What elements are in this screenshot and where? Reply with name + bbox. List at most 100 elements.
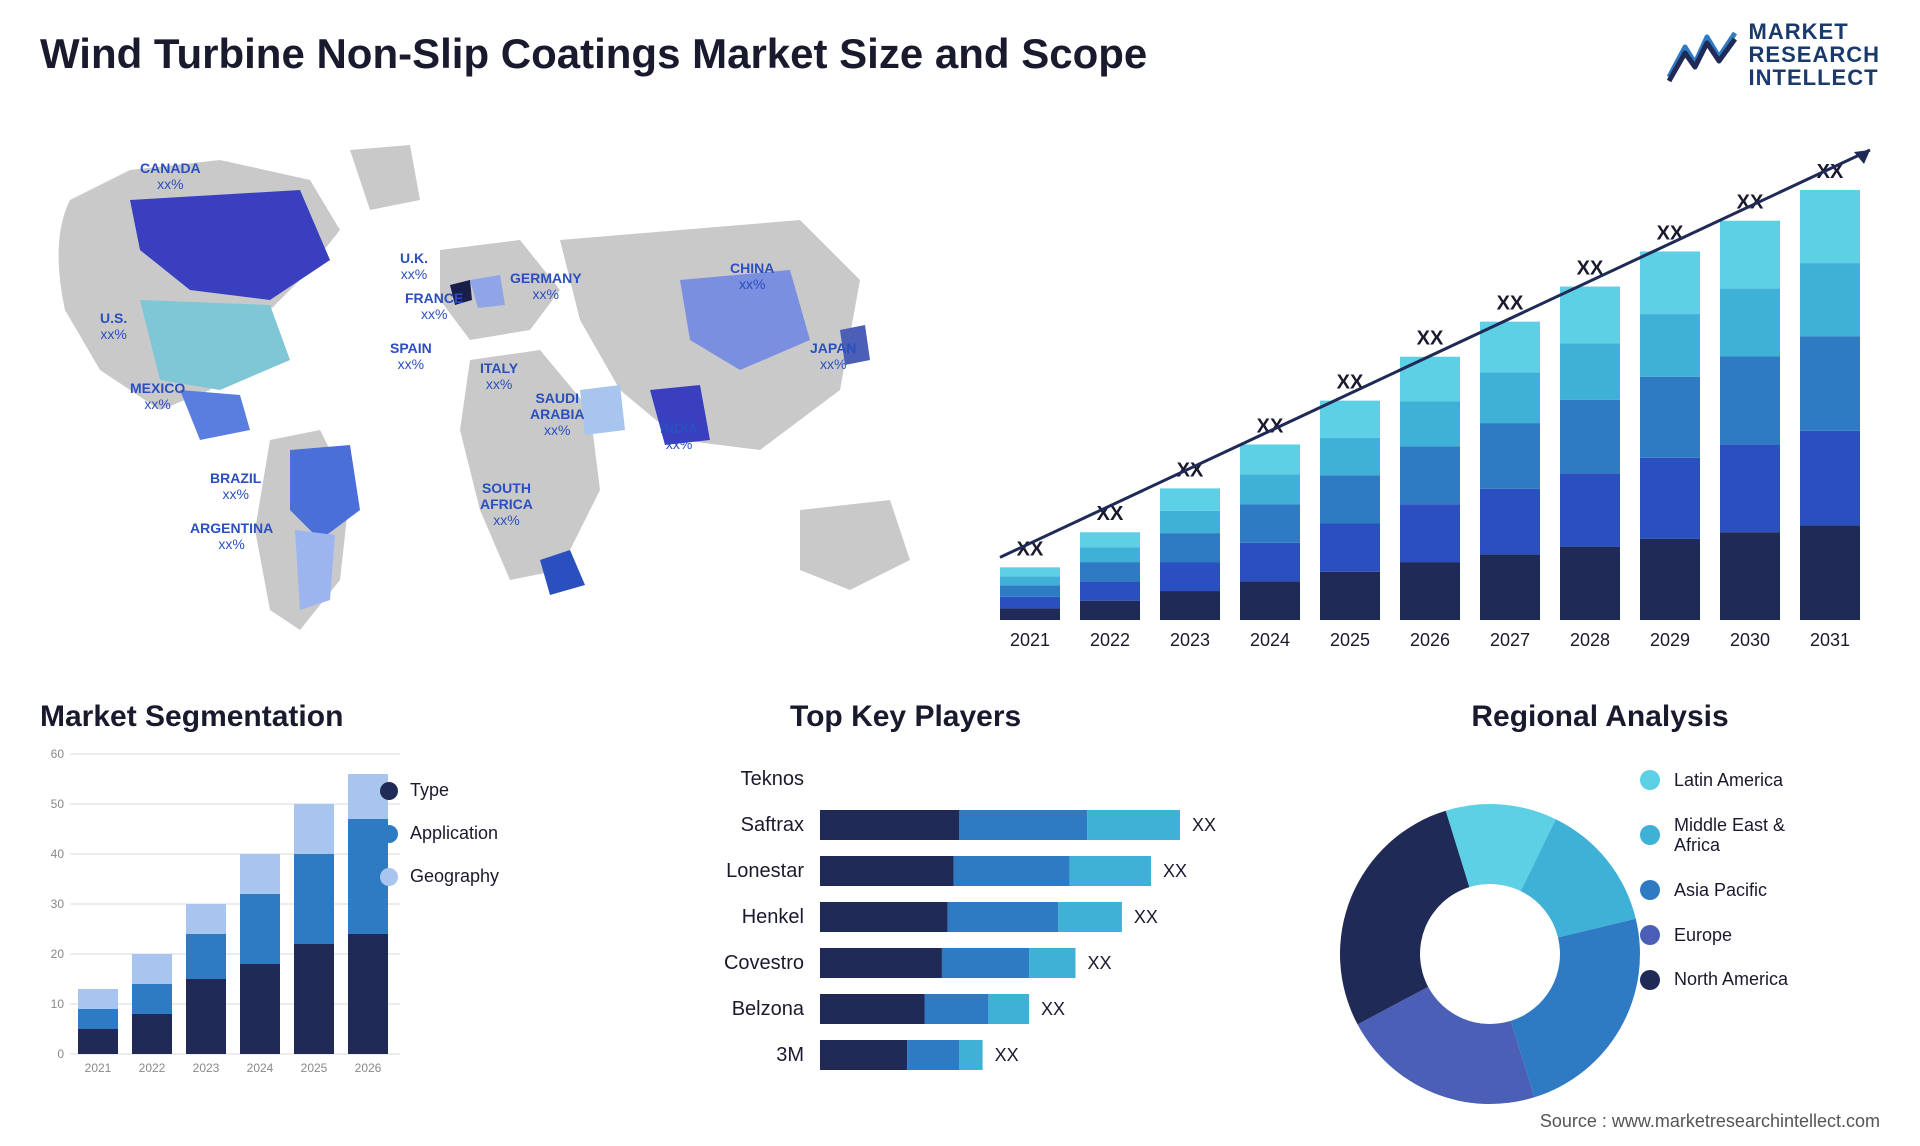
keyplayers-chart: XX XX XX XX XX XX xyxy=(820,756,1270,1096)
svg-text:2023: 2023 xyxy=(1170,630,1210,650)
map-label: JAPANxx% xyxy=(810,340,856,372)
legend-label: Type xyxy=(410,780,449,801)
svg-text:2024: 2024 xyxy=(247,1061,274,1075)
keyplayers-title: Top Key Players xyxy=(790,700,1280,734)
map-label: SAUDIARABIAxx% xyxy=(530,390,584,438)
svg-text:XX: XX xyxy=(1657,222,1684,244)
svg-text:2027: 2027 xyxy=(1490,630,1530,650)
map-label: BRAZILxx% xyxy=(210,470,261,502)
svg-text:2025: 2025 xyxy=(1330,630,1370,650)
legend-label: Latin America xyxy=(1674,770,1783,791)
segmentation-legend-item: Type xyxy=(380,780,580,801)
svg-text:0: 0 xyxy=(57,1047,64,1061)
keyplayer-name: Henkel xyxy=(640,894,810,940)
legend-dot xyxy=(1640,925,1660,945)
legend-label: Geography xyxy=(410,866,499,887)
brand-logo: MARKET RESEARCH INTELLECT xyxy=(1667,20,1880,89)
logo-text-3: INTELLECT xyxy=(1749,66,1880,89)
svg-text:2029: 2029 xyxy=(1650,630,1690,650)
segmentation-legend: Type Application Geography xyxy=(380,780,580,887)
segmentation-legend-item: Geography xyxy=(380,866,580,887)
map-label: U.K.xx% xyxy=(400,250,428,282)
map-label: GERMANYxx% xyxy=(510,270,582,302)
legend-label: Middle East &Africa xyxy=(1674,815,1785,856)
growth-chart: XX2021XX2022XX2023XX2024XX2025XX2026XX20… xyxy=(980,130,1880,660)
regional-legend-item: Europe xyxy=(1640,925,1880,946)
map-label: INDIAxx% xyxy=(660,420,698,452)
keyplayer-name: Covestro xyxy=(640,940,810,986)
regional-legend: Latin America Middle East &Africa Asia Pac… xyxy=(1640,770,1880,990)
svg-text:50: 50 xyxy=(51,797,65,811)
legend-label: Application xyxy=(410,823,498,844)
growth-chart-panel: XX2021XX2022XX2023XX2024XX2025XX2026XX20… xyxy=(980,130,1880,660)
world-map-panel: CANADAxx% U.S.xx% MEXICOxx% BRAZILxx% ARGENT… xyxy=(40,130,940,660)
svg-text:2024: 2024 xyxy=(1250,630,1290,650)
svg-text:40: 40 xyxy=(51,847,65,861)
legend-dot xyxy=(380,868,398,886)
source-label: Source : www.marketresearchintellect.com xyxy=(1540,1111,1880,1132)
legend-dot xyxy=(380,782,398,800)
svg-text:2031: 2031 xyxy=(1810,630,1850,650)
legend-dot xyxy=(1640,825,1660,845)
map-label: SPAINxx% xyxy=(390,340,432,372)
segmentation-legend-item: Application xyxy=(380,823,580,844)
map-label: CANADAxx% xyxy=(140,160,201,192)
logo-text-1: MARKET xyxy=(1749,20,1880,43)
page-title: Wind Turbine Non-Slip Coatings Market Si… xyxy=(40,30,1147,78)
regional-title: Regional Analysis xyxy=(1320,700,1880,734)
svg-text:2021: 2021 xyxy=(1010,630,1050,650)
segmentation-chart: 0 10 20 30 40 50 60 2021 2022 2023 2024 2025 2026 xyxy=(40,744,400,1084)
segmentation-title: Market Segmentation xyxy=(40,700,600,734)
svg-text:10: 10 xyxy=(51,997,65,1011)
svg-text:XX: XX xyxy=(1134,907,1158,927)
svg-text:XX: XX xyxy=(1417,328,1444,350)
legend-label: Asia Pacific xyxy=(1674,880,1767,901)
map-label: CHINAxx% xyxy=(730,260,774,292)
svg-text:60: 60 xyxy=(51,747,65,761)
legend-label: North America xyxy=(1674,969,1788,990)
svg-text:XX: XX xyxy=(1087,953,1111,973)
legend-label: Europe xyxy=(1674,925,1732,946)
svg-text:2025: 2025 xyxy=(301,1061,328,1075)
svg-text:2026: 2026 xyxy=(355,1061,382,1075)
svg-text:20: 20 xyxy=(51,947,65,961)
legend-dot xyxy=(1640,880,1660,900)
map-label: ITALYxx% xyxy=(480,360,518,392)
svg-text:2030: 2030 xyxy=(1730,630,1770,650)
regional-legend-item: Latin America xyxy=(1640,770,1880,791)
regional-donut xyxy=(1320,734,1680,1114)
svg-text:2023: 2023 xyxy=(193,1061,220,1075)
keyplayer-name: Teknos xyxy=(640,756,810,802)
legend-dot xyxy=(380,825,398,843)
logo-text-2: RESEARCH xyxy=(1749,43,1880,66)
map-label: FRANCExx% xyxy=(405,290,463,322)
keyplayers-panel: Top Key Players TeknosSaftraxLonestarHen… xyxy=(640,700,1280,1100)
map-label: SOUTHAFRICAxx% xyxy=(480,480,533,528)
svg-text:XX: XX xyxy=(1163,861,1187,881)
svg-text:XX: XX xyxy=(1041,999,1065,1019)
svg-text:2022: 2022 xyxy=(1090,630,1130,650)
keyplayer-name: Saftrax xyxy=(640,802,810,848)
logo-icon xyxy=(1667,27,1737,83)
keyplayer-name: Belzona xyxy=(640,986,810,1032)
regional-legend-item: Middle East &Africa xyxy=(1640,815,1880,856)
svg-text:2022: 2022 xyxy=(139,1061,166,1075)
svg-text:30: 30 xyxy=(51,897,65,911)
legend-dot xyxy=(1640,770,1660,790)
segmentation-panel: Market Segmentation 0 10 20 30 40 50 60 2021 202… xyxy=(40,700,600,1100)
legend-dot xyxy=(1640,970,1660,990)
svg-text:XX: XX xyxy=(1192,815,1216,835)
svg-text:2026: 2026 xyxy=(1410,630,1450,650)
regional-legend-item: North America xyxy=(1640,969,1880,990)
svg-text:2028: 2028 xyxy=(1570,630,1610,650)
svg-text:XX: XX xyxy=(1497,293,1524,315)
svg-text:XX: XX xyxy=(995,1045,1019,1065)
map-label: MEXICOxx% xyxy=(130,380,185,412)
keyplayers-list: TeknosSaftraxLonestarHenkelCovestroBelzo… xyxy=(640,756,810,1078)
keyplayer-name: 3M xyxy=(640,1032,810,1078)
svg-text:2021: 2021 xyxy=(85,1061,112,1075)
map-label: ARGENTINAxx% xyxy=(190,520,273,552)
map-label: U.S.xx% xyxy=(100,310,127,342)
regional-legend-item: Asia Pacific xyxy=(1640,880,1880,901)
keyplayer-name: Lonestar xyxy=(640,848,810,894)
